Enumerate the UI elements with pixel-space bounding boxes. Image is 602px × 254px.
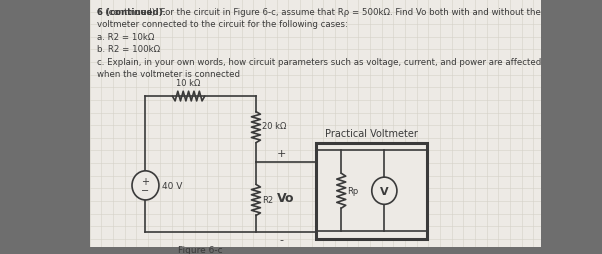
Bar bbox=[90, 0, 541, 247]
Text: R2: R2 bbox=[262, 196, 273, 205]
Text: Practical Voltmeter: Practical Voltmeter bbox=[325, 128, 418, 138]
Text: 6 (continued). For the circuit in Figure 6-c, assume that Rρ = 500kΩ. Find Vo bo: 6 (continued). For the circuit in Figure… bbox=[97, 8, 541, 79]
Bar bbox=[316, 143, 427, 239]
Circle shape bbox=[132, 171, 159, 200]
Circle shape bbox=[372, 178, 397, 204]
Text: Figure 6-c: Figure 6-c bbox=[178, 245, 223, 253]
Text: 10 kΩ: 10 kΩ bbox=[176, 79, 201, 88]
Text: −: − bbox=[141, 185, 149, 196]
Text: 20 kΩ: 20 kΩ bbox=[262, 121, 287, 130]
Text: Vo: Vo bbox=[278, 191, 295, 204]
Text: +: + bbox=[141, 176, 149, 186]
Text: 40 V: 40 V bbox=[162, 181, 182, 190]
Text: +: + bbox=[277, 149, 286, 158]
Text: Rp: Rp bbox=[347, 186, 359, 195]
Text: -: - bbox=[279, 234, 284, 244]
Text: 6 (continued).: 6 (continued). bbox=[97, 8, 166, 17]
Text: V: V bbox=[380, 186, 389, 196]
